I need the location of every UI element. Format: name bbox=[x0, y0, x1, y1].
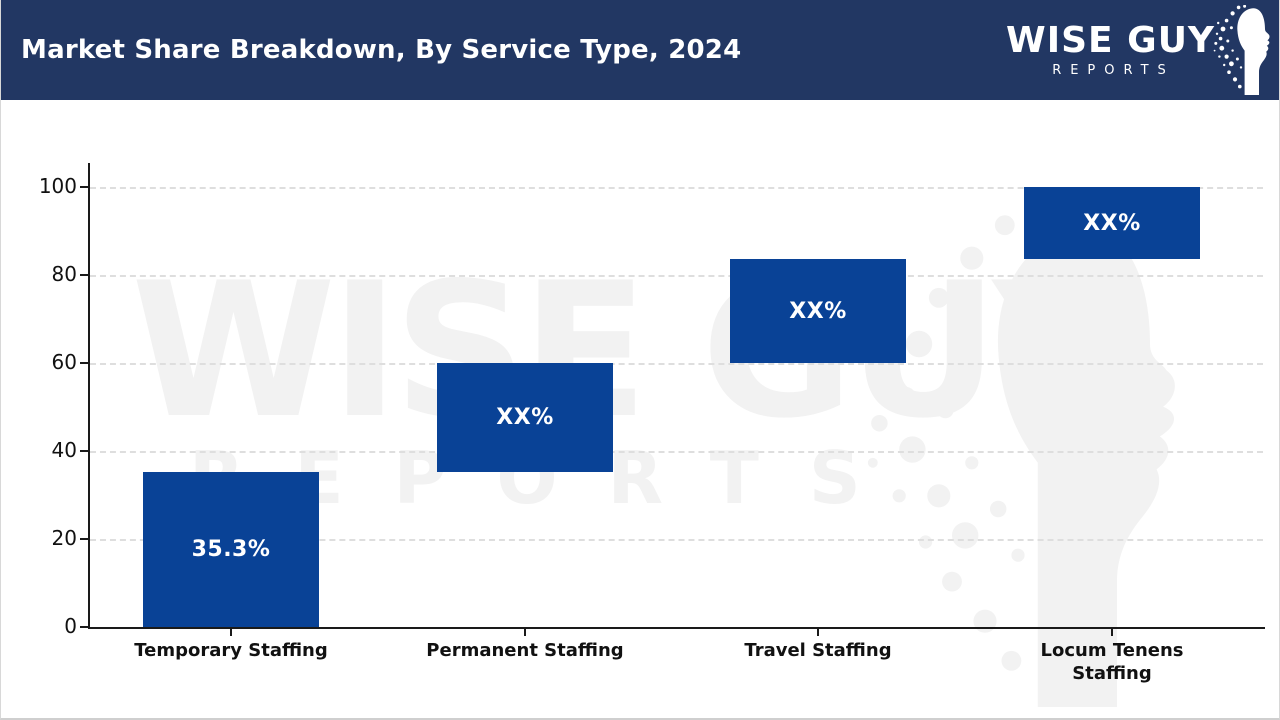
x-category-label: Travel Staffing bbox=[744, 640, 892, 661]
y-axis-line bbox=[88, 163, 90, 629]
logo-name: WISE GUY bbox=[1005, 19, 1215, 61]
y-tick-60 bbox=[80, 362, 88, 364]
x-category-label: Temporary Staffing bbox=[134, 640, 328, 661]
x-tick-3 bbox=[1111, 629, 1113, 636]
gridline-80 bbox=[90, 275, 1263, 277]
bar-segment: XX% bbox=[730, 259, 906, 363]
gridline-40 bbox=[90, 451, 1263, 453]
y-tick-20 bbox=[80, 538, 88, 540]
x-category-label: Permanent Staffing bbox=[426, 640, 624, 661]
y-tick-label-20: 20 bbox=[51, 526, 77, 550]
logo-subtitle: REPORTS bbox=[1052, 62, 1175, 78]
y-tick-label-0: 0 bbox=[64, 614, 77, 638]
bar-segment: 35.3% bbox=[143, 471, 319, 627]
y-tick-100 bbox=[80, 186, 88, 188]
bar-segment: XX% bbox=[437, 363, 613, 472]
plot-area: 0 20 40 60 80 100 35.3% Temporary Staffing XX% Pe… bbox=[1, 100, 1279, 718]
bar-value-label: XX% bbox=[789, 298, 847, 324]
gridline-60 bbox=[90, 363, 1263, 365]
waterfall-chart: WISE GUY REPORTS 0 20 40 60 80 100 35.3% Tempor… bbox=[1, 100, 1279, 720]
gridline-100 bbox=[90, 187, 1263, 189]
page-title: Market Share Breakdown, By Service Type,… bbox=[21, 35, 742, 65]
x-category-label: Locum Tenens Staffing bbox=[1040, 640, 1184, 684]
y-tick-40 bbox=[80, 450, 88, 452]
bar-value-label: 35.3% bbox=[191, 536, 271, 562]
bar-value-label: XX% bbox=[1083, 210, 1141, 236]
bar-segment: XX% bbox=[1024, 187, 1200, 260]
y-tick-label-60: 60 bbox=[51, 350, 77, 374]
x-axis-line bbox=[88, 627, 1265, 629]
x-tick-0 bbox=[230, 629, 232, 636]
y-tick-80 bbox=[80, 274, 88, 276]
y-tick-label-100: 100 bbox=[38, 174, 77, 198]
logo-face-icon bbox=[1209, 5, 1273, 95]
bar-value-label: XX% bbox=[496, 404, 554, 430]
gridline-20 bbox=[90, 539, 1263, 541]
header: Market Share Breakdown, By Service Type,… bbox=[1, 0, 1279, 100]
y-tick-label-80: 80 bbox=[51, 262, 77, 286]
x-tick-2 bbox=[817, 629, 819, 636]
logo-text: WISE GUY REPORTS bbox=[1005, 19, 1215, 78]
wise-guy-logo: WISE GUY REPORTS bbox=[1006, 4, 1273, 96]
y-tick-0 bbox=[80, 626, 88, 628]
y-tick-label-40: 40 bbox=[51, 438, 77, 462]
watermark-wiseguy-text: WISE GUY bbox=[131, 242, 1128, 459]
x-tick-1 bbox=[524, 629, 526, 636]
